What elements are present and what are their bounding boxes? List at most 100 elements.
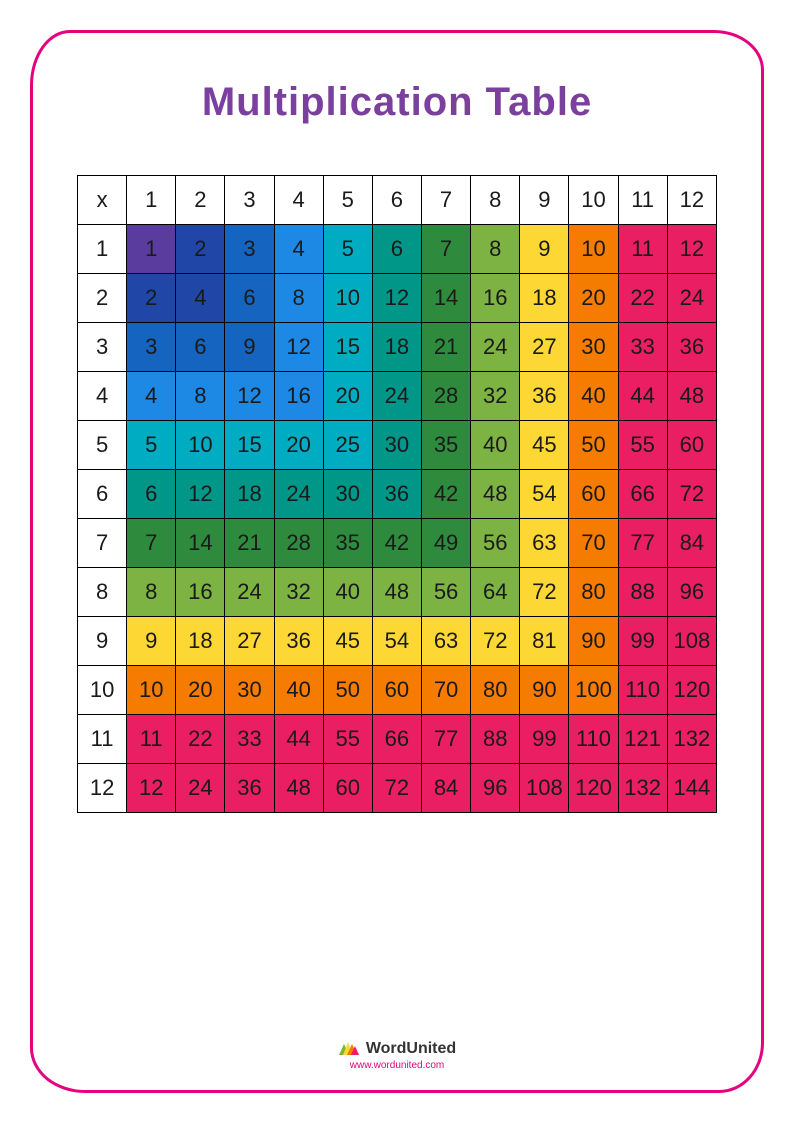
row-header: 9 [78,617,127,666]
table-cell: 110 [618,666,667,715]
column-header: 9 [520,176,569,225]
table-cell: 4 [274,225,323,274]
table-cell: 60 [667,421,716,470]
table-cell: 12 [127,764,176,813]
table-cell: 20 [323,372,372,421]
table-cell: 90 [569,617,618,666]
table-cell: 9 [225,323,274,372]
table-cell: 48 [667,372,716,421]
column-header: 11 [618,176,667,225]
table-cell: 81 [520,617,569,666]
row-header: 10 [78,666,127,715]
table-cell: 55 [323,715,372,764]
table-cell: 4 [176,274,225,323]
footer: WordUnited www.wordunited.com [30,1040,764,1071]
table-cell: 99 [618,617,667,666]
table-cell: 18 [520,274,569,323]
table-cell: 16 [274,372,323,421]
table-cell: 24 [225,568,274,617]
multiplication-table-container: x123456789101112112345678910111222468101… [77,175,717,813]
table-cell: 7 [421,225,470,274]
table-cell: 36 [274,617,323,666]
table-cell: 25 [323,421,372,470]
table-cell: 49 [421,519,470,568]
table-cell: 55 [618,421,667,470]
table-cell: 100 [569,666,618,715]
table-cell: 44 [618,372,667,421]
table-cell: 12 [274,323,323,372]
table-cell: 30 [569,323,618,372]
table-cell: 77 [421,715,470,764]
table-cell: 132 [618,764,667,813]
table-cell: 70 [421,666,470,715]
column-header: 4 [274,176,323,225]
table-cell: 28 [274,519,323,568]
page-title: Multiplication Table [202,80,592,125]
table-cell: 42 [421,470,470,519]
row-header: 11 [78,715,127,764]
row-header: 6 [78,470,127,519]
table-cell: 63 [520,519,569,568]
row-header: 4 [78,372,127,421]
brand-logo-icon [338,1041,360,1057]
column-header: 5 [323,176,372,225]
row-header: 3 [78,323,127,372]
table-cell: 40 [471,421,520,470]
table-cell: 35 [421,421,470,470]
table-cell: 84 [421,764,470,813]
table-cell: 11 [618,225,667,274]
table-cell: 56 [421,568,470,617]
table-cell: 14 [176,519,225,568]
table-cell: 10 [569,225,618,274]
brand-url: www.wordunited.com [350,1060,444,1071]
table-cell: 6 [225,274,274,323]
column-header: 3 [225,176,274,225]
table-cell: 18 [176,617,225,666]
column-header: 10 [569,176,618,225]
table-cell: 108 [667,617,716,666]
table-cell: 30 [323,470,372,519]
table-cell: 110 [569,715,618,764]
column-header: 2 [176,176,225,225]
table-cell: 11 [127,715,176,764]
table-cell: 9 [127,617,176,666]
table-cell: 20 [176,666,225,715]
table-cell: 7 [127,519,176,568]
table-cell: 63 [421,617,470,666]
column-header: 7 [421,176,470,225]
table-cell: 60 [323,764,372,813]
table-cell: 12 [372,274,421,323]
table-cell: 8 [176,372,225,421]
table-cell: 36 [225,764,274,813]
table-cell: 18 [372,323,421,372]
table-cell: 80 [471,666,520,715]
table-cell: 32 [274,568,323,617]
table-cell: 50 [323,666,372,715]
table-cell: 3 [225,225,274,274]
table-cell: 132 [667,715,716,764]
table-cell: 64 [471,568,520,617]
table-cell: 20 [569,274,618,323]
table-cell: 99 [520,715,569,764]
row-header: 2 [78,274,127,323]
table-cell: 24 [667,274,716,323]
table-cell: 30 [372,421,421,470]
table-cell: 66 [618,470,667,519]
table-cell: 80 [569,568,618,617]
row-header: 12 [78,764,127,813]
table-cell: 120 [667,666,716,715]
table-cell: 30 [225,666,274,715]
table-cell: 10 [127,666,176,715]
table-cell: 42 [372,519,421,568]
table-cell: 10 [323,274,372,323]
table-cell: 24 [471,323,520,372]
table-cell: 20 [274,421,323,470]
table-cell: 24 [274,470,323,519]
table-cell: 12 [667,225,716,274]
brand-name: WordUnited [366,1040,456,1058]
table-cell: 16 [471,274,520,323]
table-cell: 8 [127,568,176,617]
table-cell: 5 [127,421,176,470]
table-cell: 72 [520,568,569,617]
table-cell: 48 [274,764,323,813]
